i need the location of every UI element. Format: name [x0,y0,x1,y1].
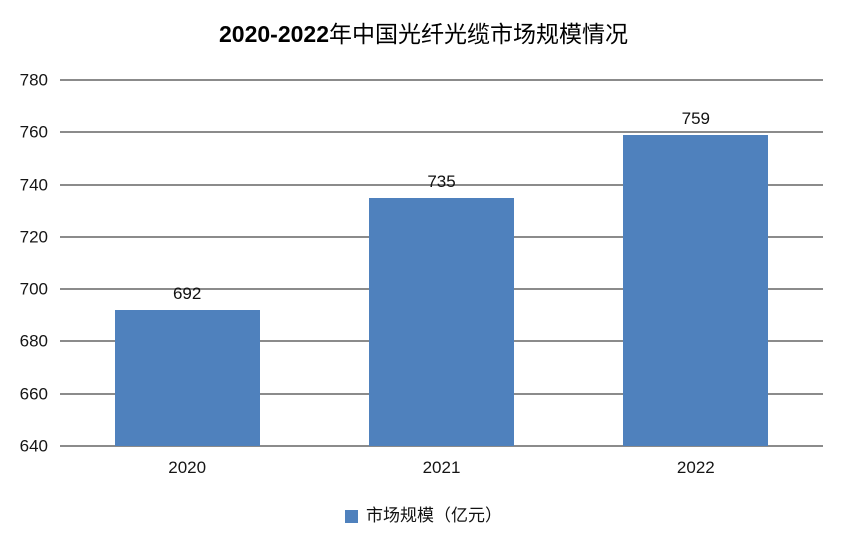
gridline [60,445,823,447]
legend-label: 市场规模（亿元） [366,506,502,525]
y-axis-tick-label: 640 [19,436,48,456]
bar-value-label: 759 [681,108,711,128]
chart-title: 2020-2022年中国光纤光缆市场规模情况 [0,18,847,51]
chart-title-years: 2020-2022 [219,21,329,47]
bar-value-label: 735 [427,171,456,191]
bar-2021 [369,197,514,446]
chart-title-text: 年中国光纤光缆市场规模情况 [329,22,628,47]
y-axis-labels: 640 660 680 700 720 740 760 780 [0,72,48,455]
plot-area: 692 2020 735 2021 759 2022 [60,79,823,476]
y-axis-tick-label: 720 [19,227,48,247]
y-axis-tick-label: 780 [19,70,48,90]
y-axis-tick-label: 660 [19,384,48,404]
y-axis-tick-label: 680 [19,331,48,351]
gridline [60,79,823,81]
gridline [60,131,823,134]
bar-2020 [114,310,260,446]
legend: 市场规模（亿元） [0,506,847,526]
x-axis-tick-label: 2022 [676,458,715,477]
gridline [60,183,823,186]
y-axis-tick-label: 740 [19,175,48,195]
bar-2022 [623,134,769,446]
x-axis-tick-label: 2021 [422,458,461,477]
x-axis-tick-label: 2020 [168,458,207,477]
legend-color-swatch [345,509,358,523]
y-axis-tick-label: 700 [19,279,48,299]
bar-value-label: 692 [172,284,202,304]
y-axis-tick-label: 760 [19,122,48,142]
